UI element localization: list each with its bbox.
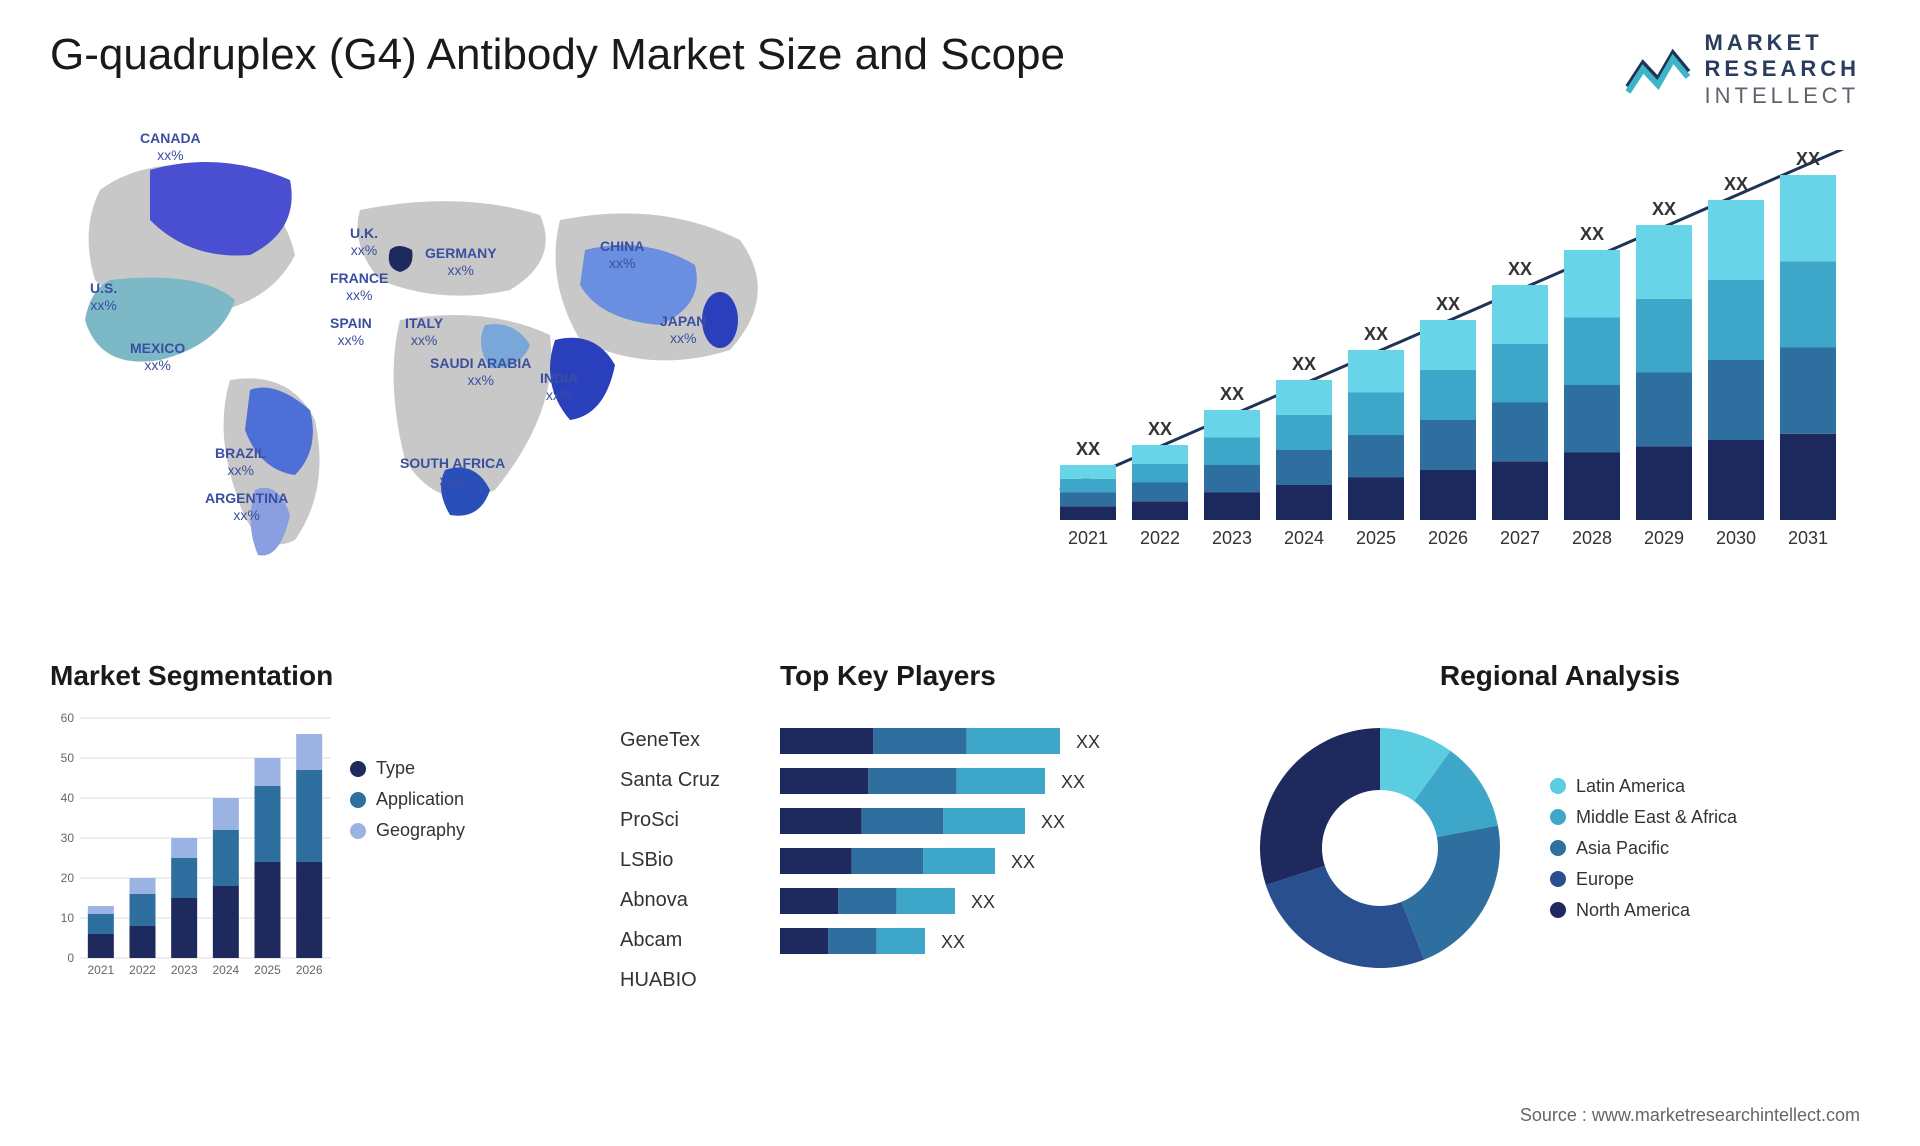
svg-text:40: 40 bbox=[61, 791, 75, 805]
brand-logo: MARKET RESEARCH INTELLECT bbox=[1623, 30, 1860, 109]
svg-text:XX: XX bbox=[1041, 812, 1065, 832]
player-name: Santa Cruz bbox=[620, 760, 780, 800]
player-name: Abnova bbox=[620, 880, 780, 920]
svg-text:XX: XX bbox=[1011, 852, 1035, 872]
svg-text:30: 30 bbox=[61, 831, 75, 845]
map-label: MEXICOxx% bbox=[130, 340, 185, 374]
svg-text:XX: XX bbox=[1076, 732, 1100, 752]
growth-chart: XX 2021 XX 2022 XX 2023 XX 2024 XX 2025 XX 2026 XX 20… bbox=[1040, 150, 1860, 570]
growth-chart-svg: XX 2021 XX 2022 XX 2023 XX 2024 XX 2025 XX 2026 XX 20… bbox=[1040, 150, 1860, 570]
map-label: FRANCExx% bbox=[330, 270, 388, 304]
svg-text:2026: 2026 bbox=[1428, 528, 1468, 548]
legend-item: Application bbox=[350, 789, 465, 810]
svg-text:XX: XX bbox=[941, 932, 965, 952]
world-map: CANADAxx% U.S.xx% MEXICOxx% BRAZILxx% ARGENT… bbox=[40, 120, 940, 580]
map-label: INDIAxx% bbox=[540, 370, 578, 404]
map-label: GERMANYxx% bbox=[425, 245, 497, 279]
svg-text:2028: 2028 bbox=[1572, 528, 1612, 548]
player-name: ProSci bbox=[620, 800, 780, 840]
svg-text:60: 60 bbox=[61, 711, 75, 725]
svg-text:2022: 2022 bbox=[129, 963, 156, 977]
svg-text:XX: XX bbox=[1796, 150, 1820, 169]
svg-text:XX: XX bbox=[1076, 439, 1100, 459]
players-list: GeneTexSanta CruzProSciLSBioAbnovaAbcamH… bbox=[620, 660, 780, 1013]
map-label: SAUDI ARABIAxx% bbox=[430, 355, 531, 389]
svg-text:XX: XX bbox=[1652, 199, 1676, 219]
svg-text:2021: 2021 bbox=[87, 963, 114, 977]
segmentation-legend: Type Application Geography bbox=[350, 708, 465, 988]
svg-text:2031: 2031 bbox=[1788, 528, 1828, 548]
regional-donut bbox=[1240, 708, 1520, 988]
svg-text:XX: XX bbox=[1580, 224, 1604, 244]
regional-section: Regional Analysis Latin America Middle Ea… bbox=[1240, 660, 1880, 988]
regional-legend: Latin America Middle East & Africa Asia Pa… bbox=[1550, 766, 1737, 931]
logo-icon bbox=[1623, 42, 1693, 98]
svg-text:2022: 2022 bbox=[1140, 528, 1180, 548]
legend-item: Type bbox=[350, 758, 465, 779]
map-label: U.S.xx% bbox=[90, 280, 117, 314]
svg-text:2023: 2023 bbox=[1212, 528, 1252, 548]
source-text: Source : www.marketresearchintellect.com bbox=[1520, 1105, 1860, 1126]
players-chart: XX XX XX XX XX XX bbox=[780, 708, 1160, 1008]
svg-text:2030: 2030 bbox=[1716, 528, 1756, 548]
player-name: Abcam bbox=[620, 920, 780, 960]
svg-text:XX: XX bbox=[1061, 772, 1085, 792]
map-label: CANADAxx% bbox=[140, 130, 201, 164]
svg-text:2024: 2024 bbox=[212, 963, 239, 977]
svg-text:2023: 2023 bbox=[171, 963, 198, 977]
svg-text:XX: XX bbox=[1436, 294, 1460, 314]
svg-text:0: 0 bbox=[67, 951, 74, 965]
svg-text:10: 10 bbox=[61, 911, 75, 925]
map-label: CHINAxx% bbox=[600, 238, 644, 272]
svg-text:XX: XX bbox=[1220, 384, 1244, 404]
svg-text:2024: 2024 bbox=[1284, 528, 1324, 548]
svg-text:2027: 2027 bbox=[1500, 528, 1540, 548]
svg-text:20: 20 bbox=[61, 871, 75, 885]
map-label: JAPANxx% bbox=[660, 313, 706, 347]
svg-text:2026: 2026 bbox=[296, 963, 323, 977]
regional-title: Regional Analysis bbox=[1240, 660, 1880, 692]
legend-item: Europe bbox=[1550, 869, 1737, 890]
svg-text:50: 50 bbox=[61, 751, 75, 765]
map-label: ITALYxx% bbox=[405, 315, 443, 349]
map-label: SOUTH AFRICAxx% bbox=[400, 455, 505, 489]
legend-item: North America bbox=[1550, 900, 1737, 921]
svg-text:XX: XX bbox=[1508, 259, 1532, 279]
legend-item: Geography bbox=[350, 820, 465, 841]
svg-text:XX: XX bbox=[1148, 419, 1172, 439]
svg-text:XX: XX bbox=[1292, 354, 1316, 374]
svg-text:2025: 2025 bbox=[1356, 528, 1396, 548]
legend-item: Latin America bbox=[1550, 776, 1737, 797]
players-section: GeneTexSanta CruzProSciLSBioAbnovaAbcamH… bbox=[620, 660, 1160, 1013]
segmentation-chart: 0 10 20 30 40 50 60 2021 2022 2023 2024 2025 2026 bbox=[50, 708, 330, 988]
map-label: ARGENTINAxx% bbox=[205, 490, 288, 524]
segmentation-title: Market Segmentation bbox=[50, 660, 570, 692]
svg-text:2025: 2025 bbox=[254, 963, 281, 977]
page-title: G-quadruplex (G4) Antibody Market Size a… bbox=[50, 30, 1065, 80]
legend-item: Asia Pacific bbox=[1550, 838, 1737, 859]
svg-text:XX: XX bbox=[1724, 174, 1748, 194]
svg-text:2029: 2029 bbox=[1644, 528, 1684, 548]
map-label: U.K.xx% bbox=[350, 225, 378, 259]
segmentation-section: Market Segmentation 0 10 20 30 40 50 60 2021 202… bbox=[50, 660, 570, 988]
player-name: GeneTex bbox=[620, 720, 780, 760]
map-label: SPAINxx% bbox=[330, 315, 372, 349]
svg-text:XX: XX bbox=[971, 892, 995, 912]
svg-text:2021: 2021 bbox=[1068, 528, 1108, 548]
player-name: LSBio bbox=[620, 840, 780, 880]
legend-item: Middle East & Africa bbox=[1550, 807, 1737, 828]
map-label: BRAZILxx% bbox=[215, 445, 266, 479]
players-title: Top Key Players bbox=[780, 660, 1160, 692]
logo-text: MARKET RESEARCH INTELLECT bbox=[1705, 30, 1860, 109]
svg-text:XX: XX bbox=[1364, 324, 1388, 344]
player-name: HUABIO bbox=[620, 960, 780, 1000]
